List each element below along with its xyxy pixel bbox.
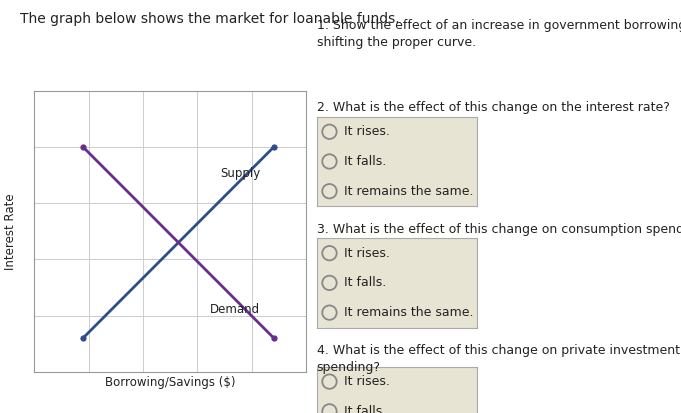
Text: Supply: Supply <box>220 167 260 180</box>
Text: 1. Show the effect of an increase in government borrowing by
shifting the proper: 1. Show the effect of an increase in gov… <box>317 19 681 49</box>
Text: 3. What is the effect of this change on consumption spending?: 3. What is the effect of this change on … <box>317 223 681 235</box>
Text: The graph below shows the market for loanable funds.: The graph below shows the market for loa… <box>20 12 400 26</box>
Text: Demand: Demand <box>210 303 260 316</box>
Text: It rises.: It rises. <box>344 247 390 260</box>
Text: It rises.: It rises. <box>344 375 390 388</box>
Text: 4. What is the effect of this change on private investment
spending?: 4. What is the effect of this change on … <box>317 344 680 374</box>
Text: Interest Rate: Interest Rate <box>3 193 17 270</box>
X-axis label: Borrowing/Savings ($): Borrowing/Savings ($) <box>105 376 236 389</box>
Text: It falls.: It falls. <box>344 405 386 413</box>
Text: 2. What is the effect of this change on the interest rate?: 2. What is the effect of this change on … <box>317 101 669 114</box>
Text: It remains the same.: It remains the same. <box>344 185 473 198</box>
Text: It remains the same.: It remains the same. <box>344 306 473 319</box>
Text: It falls.: It falls. <box>344 155 386 168</box>
Text: It falls.: It falls. <box>344 276 386 290</box>
Text: It rises.: It rises. <box>344 125 390 138</box>
